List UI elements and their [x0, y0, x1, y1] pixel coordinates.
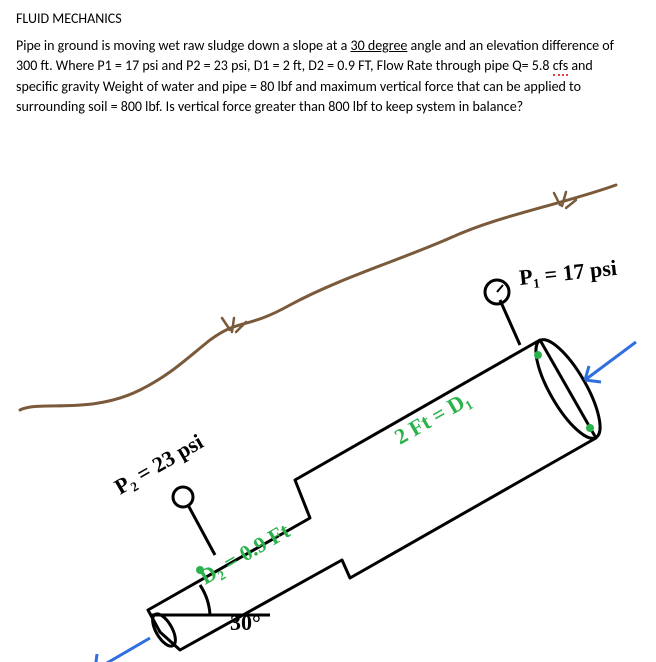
cfs-spellflag: cfs: [553, 57, 568, 76]
label-d2: D₂ = 0.9 Ft: [195, 517, 294, 589]
flow-arrow-in: [585, 342, 636, 382]
label-p2: P₂ = 23 psi: [110, 429, 207, 500]
flow-arrow-out: [95, 638, 150, 662]
label-p1: P₁ = 17 psi: [518, 255, 618, 290]
problem-text: Pipe in ground is moving wet raw sludge …: [16, 36, 632, 117]
angle-arc: [200, 585, 210, 615]
gauge-p1-stem: [500, 300, 520, 345]
ground-line: [20, 185, 616, 410]
label-angle: 30°: [230, 610, 261, 635]
d1-dot-bot: [586, 424, 594, 432]
page-title: FLUID MECHANICS: [16, 10, 122, 27]
angle-underlined: 30 degree: [350, 37, 407, 54]
gauge-p2-dial: [173, 487, 193, 507]
problem-seg-1a: Pipe in ground is moving wet raw sludge …: [16, 37, 350, 54]
pipe-outline: [148, 340, 596, 650]
gauge-p2-stem: [188, 505, 215, 555]
d1-dot-top: [534, 351, 542, 359]
diagram-svg: P₁ = 17 psi P₂ = 23 psi 2 Ft = D₁ D₂ = 0…: [0, 160, 656, 662]
gauge-p1-needle: [497, 285, 503, 292]
